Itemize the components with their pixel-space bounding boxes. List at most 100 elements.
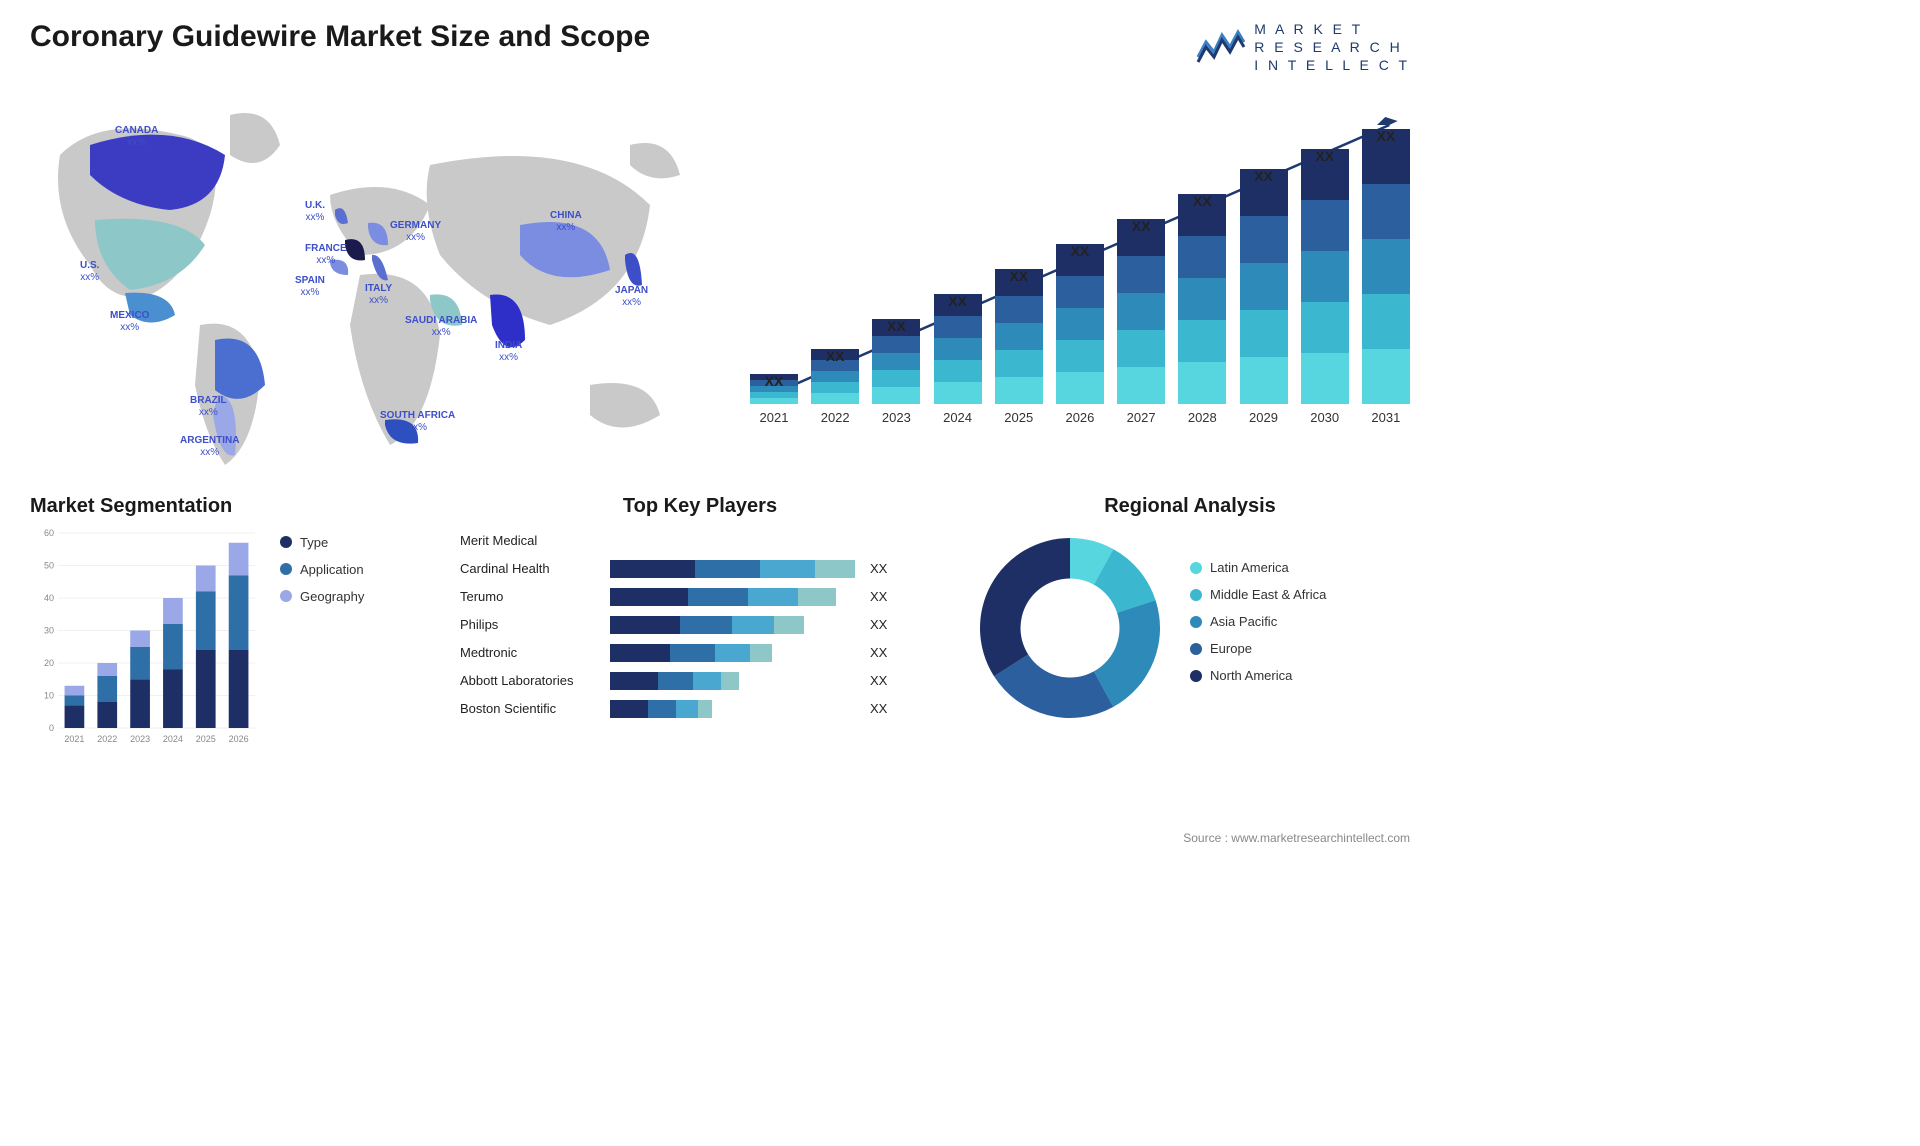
player-bar [610, 560, 860, 578]
player-name: Boston Scientific [460, 701, 610, 716]
growth-bar-year: 2023 [882, 410, 911, 425]
map-label-saudiarabia: SAUDI ARABIAxx% [405, 315, 477, 339]
map-region-japan [625, 253, 642, 286]
player-value: XX [870, 645, 887, 660]
seg-legend-item: Type [280, 535, 430, 550]
map-label-spain: SPAINxx% [295, 275, 325, 299]
players-title: Top Key Players [460, 495, 940, 518]
player-row: Boston Scientific XX [460, 696, 940, 722]
growth-bar-2023: XX 2023 [872, 319, 920, 425]
growth-bar-value: XX [1117, 218, 1165, 234]
map-label-canada: CANADAxx% [115, 125, 158, 149]
seg-legend-item: Geography [280, 589, 430, 604]
regional-donut-chart [970, 528, 1170, 728]
growth-bar-2028: XX 2028 [1178, 194, 1226, 425]
svg-text:2024: 2024 [163, 734, 183, 744]
player-row: Merit Medical [460, 528, 940, 554]
segmentation-legend: Type Application Geography [280, 495, 430, 775]
svg-text:2022: 2022 [97, 734, 117, 744]
growth-bar-2027: XX2027 [1117, 219, 1165, 425]
growth-bar-value: XX [1056, 243, 1104, 259]
growth-bar-year: 2030 [1310, 410, 1339, 425]
player-bar [610, 588, 860, 606]
map-label-argentina: ARGENTINAxx% [180, 435, 239, 459]
map-label-mexico: MEXICOxx% [110, 310, 149, 334]
growth-bar-value: XX [1178, 193, 1226, 209]
logo-line2: R E S E A R C H [1254, 38, 1410, 56]
player-name: Merit Medical [460, 533, 610, 548]
svg-text:2021: 2021 [64, 734, 84, 744]
svg-text:0: 0 [49, 723, 54, 733]
growth-bar-2029: XX2029 [1240, 169, 1288, 425]
segmentation-panel: Market Segmentation 01020304050602021202… [30, 495, 430, 775]
seg-legend-item: Application [280, 562, 430, 577]
regional-legend-item: Asia Pacific [1190, 614, 1410, 629]
svg-text:60: 60 [44, 528, 54, 538]
player-row: Cardinal Health XX [460, 556, 940, 582]
svg-text:2026: 2026 [229, 734, 249, 744]
regional-legend-item: Europe [1190, 641, 1410, 656]
player-value: XX [870, 617, 887, 632]
player-value: XX [870, 673, 887, 688]
growth-chart-panel: XX2021XX2022XX2023XX2024XX2025XX2026XX20… [750, 95, 1410, 475]
growth-bar-2031: XX 2031 [1362, 129, 1410, 425]
map-label-france: FRANCExx% [305, 243, 347, 267]
player-bar [610, 672, 860, 690]
map-region-brazil [215, 338, 265, 398]
map-label-italy: ITALYxx% [365, 283, 392, 307]
regional-legend-item: North America [1190, 668, 1410, 683]
map-label-uk: U.K.xx% [305, 200, 325, 224]
growth-bar-year: 2026 [1065, 410, 1094, 425]
growth-bar-2022: XX 2022 [811, 349, 859, 425]
player-row: Philips XX [460, 612, 940, 638]
regional-panel: Regional Analysis Latin America Middle Ea… [970, 495, 1410, 775]
svg-text:20: 20 [44, 658, 54, 668]
regional-title: Regional Analysis [970, 495, 1410, 518]
growth-bar-value: XX [934, 293, 982, 309]
svg-text:10: 10 [44, 690, 54, 700]
svg-text:2025: 2025 [196, 734, 216, 744]
logo-icon [1196, 27, 1246, 67]
growth-bar-year: 2021 [760, 410, 789, 425]
regional-legend: Latin America Middle East & Africa Asia Pa… [1190, 560, 1410, 695]
segmentation-chart: 0102030405060202120222023202420252026 [30, 528, 260, 748]
regional-legend-item: Middle East & Africa [1190, 587, 1410, 602]
growth-bar-value: XX [872, 318, 920, 334]
svg-text:50: 50 [44, 560, 54, 570]
player-name: Cardinal Health [460, 561, 610, 576]
donut-slice [980, 538, 1070, 676]
growth-bar-year: 2028 [1188, 410, 1217, 425]
player-value: XX [870, 589, 887, 604]
growth-bar-value: XX [1362, 128, 1410, 144]
regional-legend-item: Latin America [1190, 560, 1410, 575]
players-panel: Top Key Players Merit Medical Cardinal He… [460, 495, 940, 775]
growth-bar-year: 2022 [821, 410, 850, 425]
map-label-brazil: BRAZILxx% [190, 395, 227, 419]
growth-bar-value: XX [995, 268, 1043, 284]
world-map-panel: CANADAxx% U.S.xx% MEXICOxx% BRAZILxx% ARGENT… [30, 95, 710, 475]
player-row: Abbott LaboratoriesXX [460, 668, 940, 694]
map-label-india: INDIAxx% [495, 340, 522, 364]
growth-bar-year: 2025 [1004, 410, 1033, 425]
growth-bar-2021: XX2021 [750, 374, 798, 425]
page-title: Coronary Guidewire Market Size and Scope [30, 20, 650, 54]
growth-bar-year: 2029 [1249, 410, 1278, 425]
player-name: Philips [460, 617, 610, 632]
growth-bar-year: 2031 [1371, 410, 1400, 425]
player-bar [610, 616, 860, 634]
growth-bar-2026: XX 2026 [1056, 244, 1104, 425]
map-label-japan: JAPANxx% [615, 285, 648, 309]
player-value: XX [870, 701, 887, 716]
logo-line1: M A R K E T [1254, 20, 1410, 38]
player-bar [610, 644, 860, 662]
brand-logo: M A R K E T R E S E A R C H I N T E L L … [1196, 20, 1410, 75]
player-value: XX [870, 561, 887, 576]
player-name: Terumo [460, 589, 610, 604]
player-bar [610, 700, 860, 718]
map-label-us: U.S.xx% [80, 260, 99, 284]
map-label-china: CHINAxx% [550, 210, 582, 234]
player-row: Terumo XX [460, 584, 940, 610]
growth-bar-value: XX [811, 348, 859, 364]
growth-bar-value: XX [1301, 148, 1349, 164]
logo-line3: I N T E L L E C T [1254, 56, 1410, 74]
